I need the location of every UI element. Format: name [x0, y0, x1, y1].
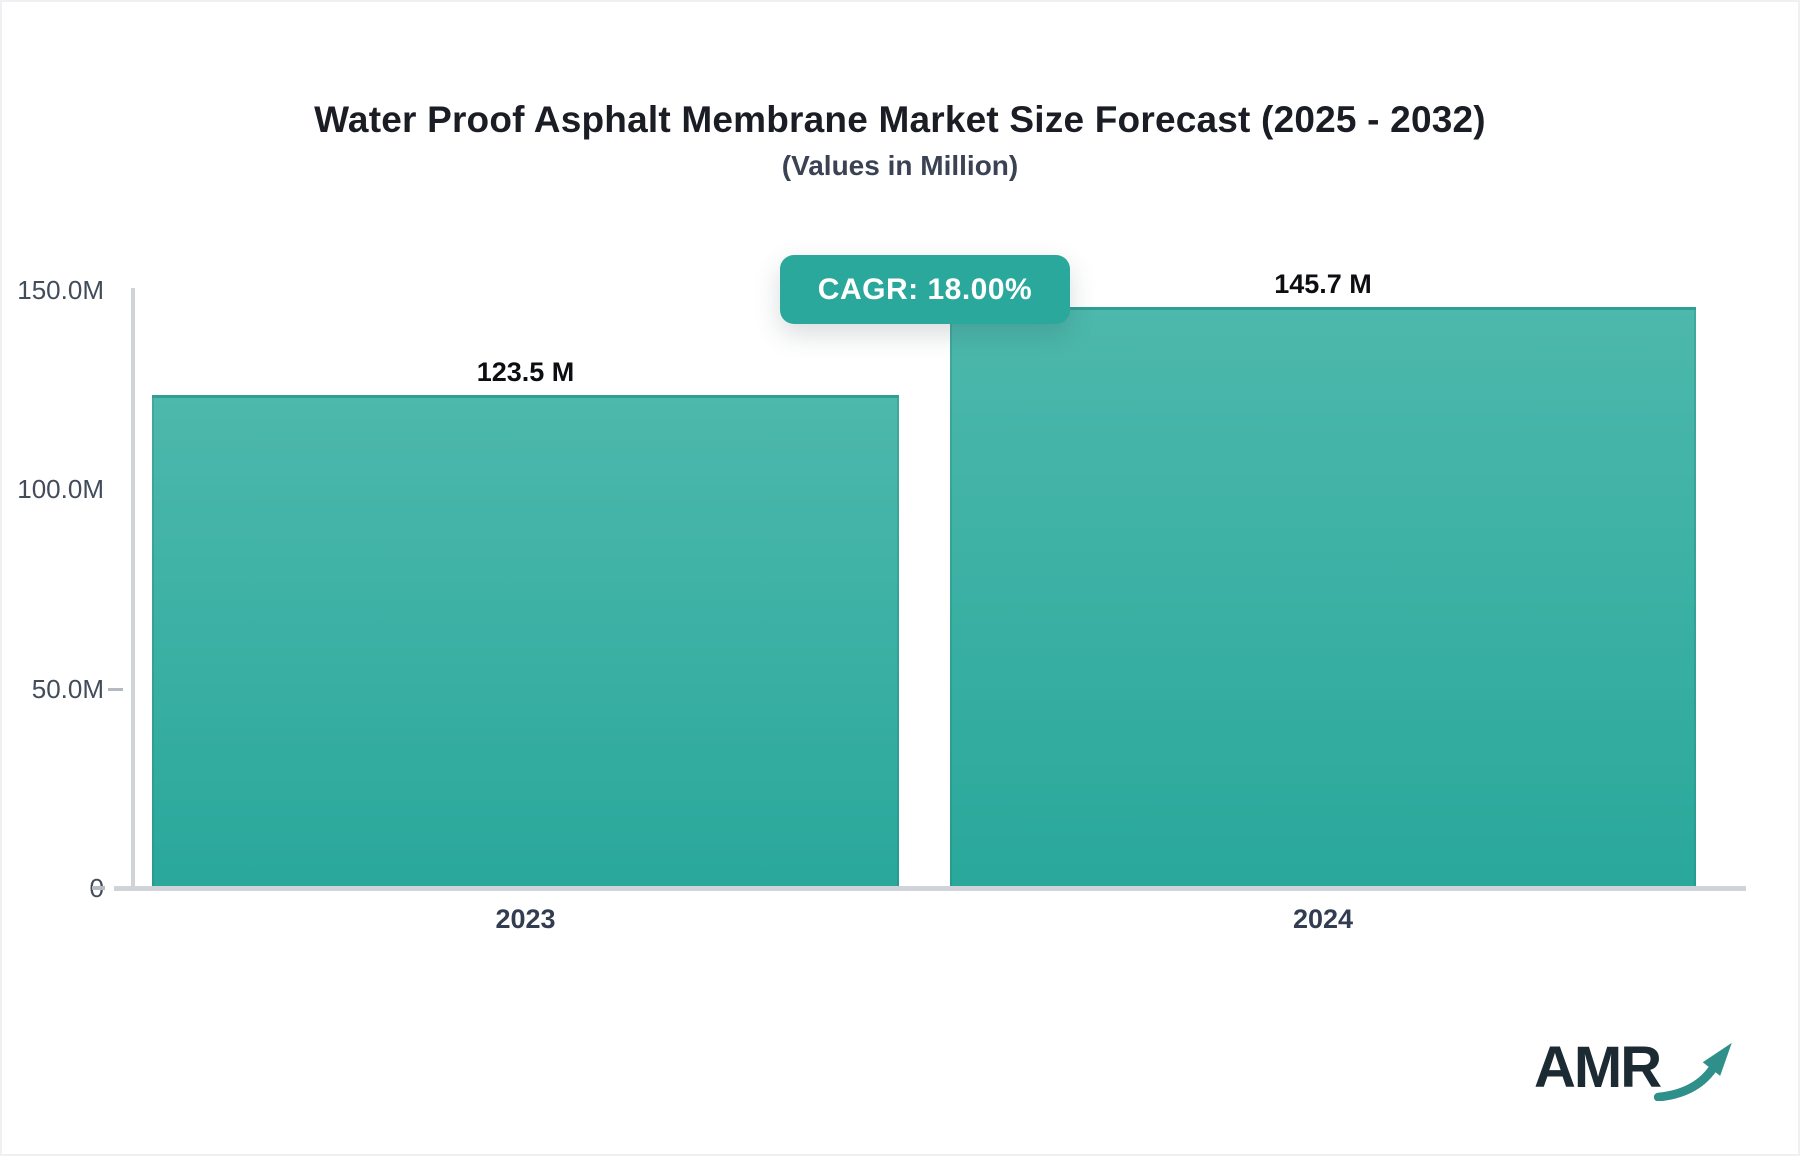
- bar-2024: 145.7 M: [950, 269, 1696, 886]
- x-tick-label-2024: 2024: [1292, 904, 1354, 934]
- growth-arrow-icon: [1654, 1042, 1732, 1101]
- brand-logo: AMR: [1534, 1037, 1736, 1101]
- x-tick-label-2023: 2023: [495, 904, 556, 934]
- y-tick-label-150: 150.0M: [17, 275, 104, 305]
- y-tick-dash-50: [108, 688, 123, 691]
- chart-title: Water Proof Asphalt Membrane Market Size…: [314, 99, 1486, 140]
- plot-area: 123.5 M 145.7 M: [133, 269, 1744, 886]
- chart-subtitle: (Values in Million): [781, 150, 1019, 181]
- y-tick-dash-0: [92, 886, 105, 890]
- y-tick-label-0: 0: [2, 871, 104, 905]
- x-axis-line: [114, 886, 1746, 891]
- bar-value-label: 123.5 M: [476, 357, 575, 388]
- cagr-badge: CAGR: 18.00%: [780, 255, 1070, 324]
- logo-text: AMR: [1534, 1035, 1662, 1100]
- y-tick-label-50: 50.0M: [31, 674, 104, 704]
- y-axis-line: [131, 288, 135, 888]
- bar-2023: 123.5 M: [152, 357, 899, 886]
- y-tick-label-100: 100.0M: [17, 474, 104, 504]
- bar-value-label: 145.7 M: [1274, 269, 1372, 300]
